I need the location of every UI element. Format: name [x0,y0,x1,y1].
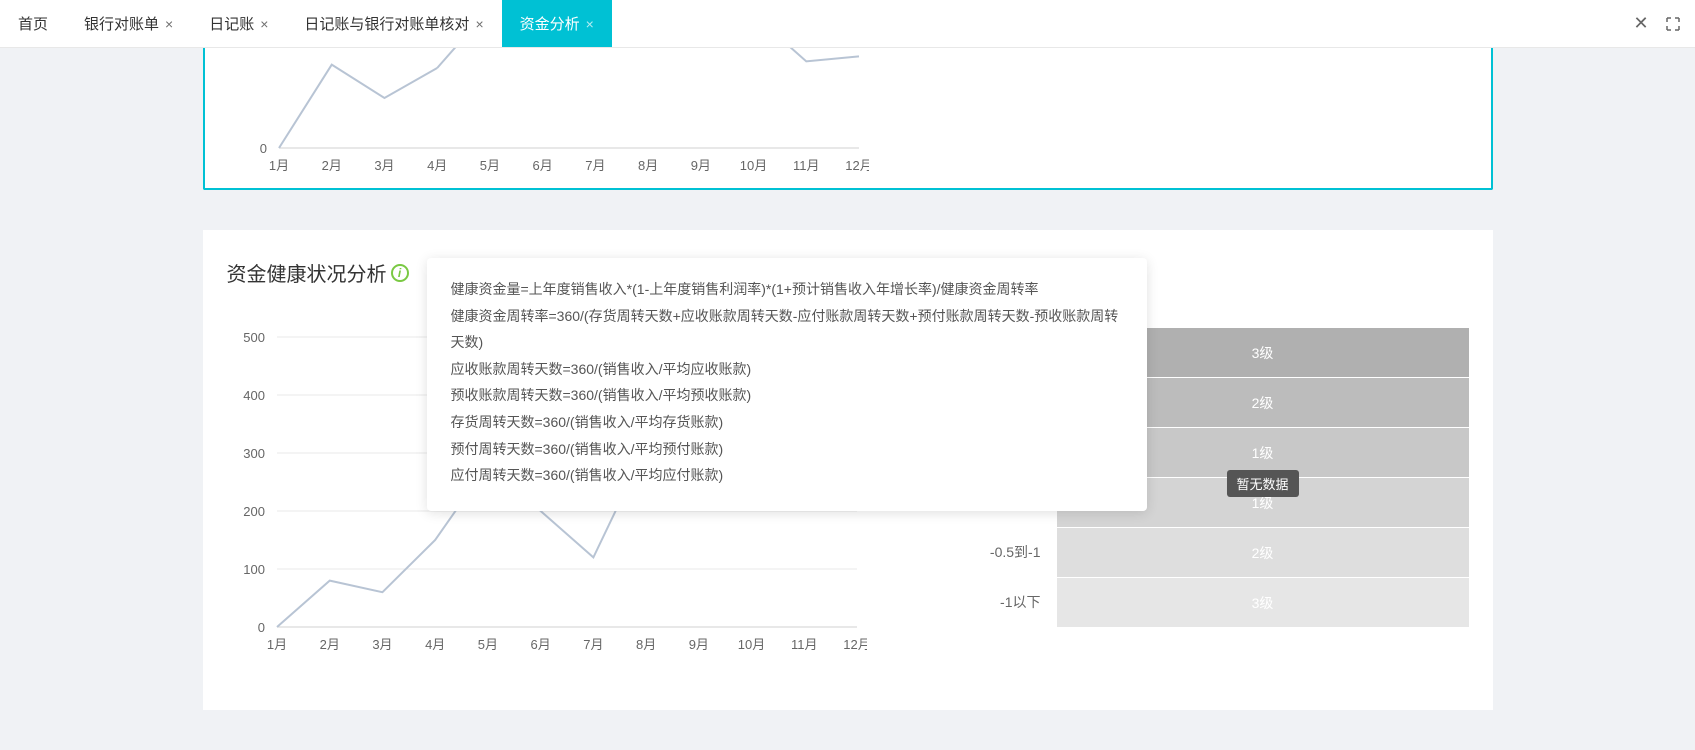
tooltip-line: 存货周转天数=360/(销售收入/平均存货账款) [451,409,1123,436]
svg-text:3月: 3月 [374,158,394,173]
svg-text:9月: 9月 [688,637,708,652]
svg-text:10月: 10月 [737,637,764,652]
tab-close-icon[interactable]: × [260,16,268,32]
tab-4[interactable]: 资金分析 × [502,0,612,47]
svg-text:5月: 5月 [479,158,499,173]
svg-text:200: 200 [243,504,265,519]
svg-text:11月: 11月 [791,637,818,652]
svg-text:4月: 4月 [427,158,447,173]
section-title-text: 资金健康状况分析 [227,258,387,287]
analysis-card: 资金健康状况分析 i 健康资金量=上年度销售收入*(1-上年度销售利润率)*(1… [203,230,1493,710]
info-tooltip: 健康资金量=上年度销售收入*(1-上年度销售利润率)*(1+预计销售收入年增长率… [427,258,1147,511]
tab-close-icon[interactable]: × [475,16,483,32]
tooltip-line: 预付周转天数=360/(销售收入/平均预付账款) [451,436,1123,463]
svg-text:5月: 5月 [477,637,497,652]
svg-text:7月: 7月 [583,637,603,652]
svg-text:11月: 11月 [793,158,820,173]
level-range: -0.5到-1 [907,527,1057,577]
no-data-badge: 暂无数据 [1226,470,1298,497]
tooltip-line: 健康资金周转率=360/(存货周转天数+应收账款周转天数-应付账款周转天数+预付… [451,303,1123,356]
tooltip-line: 健康资金量=上年度销售收入*(1-上年度销售利润率)*(1+预计销售收入年增长率… [451,276,1123,303]
content-area: 01月2月3月4月5月6月7月8月9月10月11月12月 资金健康状况分析 i … [0,48,1695,730]
svg-text:300: 300 [243,446,265,461]
tab-label: 资金分析 [520,13,580,34]
tooltip-line: 应付周转天数=360/(销售收入/平均应付账款) [451,462,1123,489]
svg-text:4月: 4月 [425,637,445,652]
svg-text:10月: 10月 [739,158,766,173]
tab-bar: 首页 银行对账单 × 日记账 × 日记账与银行对账单核对 × 资金分析 × ✕ [0,0,1695,48]
tab-1[interactable]: 银行对账单 × [66,0,191,47]
svg-text:0: 0 [259,141,266,156]
svg-text:7月: 7月 [585,158,605,173]
tooltip-line: 预收账款周转天数=360/(销售收入/平均预收账款) [451,382,1123,409]
top-line-chart: 01月 2月 3月 4月 5月 6月 7月 8月 9月 10月 11月 12月 [229,48,869,178]
svg-text:1月: 1月 [268,158,288,173]
tab-0[interactable]: 首页 [0,0,66,47]
svg-text:0: 0 [257,620,264,635]
svg-text:6月: 6月 [530,637,550,652]
svg-text:2月: 2月 [321,158,341,173]
svg-text:9月: 9月 [690,158,710,173]
svg-text:8月: 8月 [635,637,655,652]
info-icon[interactable]: i [391,264,409,282]
tab-label: 日记账与银行对账单核对 [304,13,469,34]
expand-icon[interactable] [1659,10,1687,38]
svg-text:8月: 8月 [637,158,657,173]
svg-text:12月: 12月 [843,637,867,652]
svg-text:400: 400 [243,388,265,403]
level-grade-cell: 3级 [1057,577,1469,627]
svg-text:3月: 3月 [372,637,392,652]
tab-label: 银行对账单 [84,13,159,34]
svg-text:500: 500 [243,330,265,345]
section-title: 资金健康状况分析 i [227,258,409,287]
tooltip-line: 应收账款周转天数=360/(销售收入/平均应收账款) [451,356,1123,383]
tab-2[interactable]: 日记账 × [191,0,286,47]
level-range: -1以下 [907,577,1057,627]
svg-text:2月: 2月 [319,637,339,652]
tab-3[interactable]: 日记账与银行对账单核对 × [286,0,501,47]
tab-label: 日记账 [209,13,254,34]
svg-text:6月: 6月 [532,158,552,173]
level-grade-cell: 2级 [1057,527,1469,577]
tab-bar-actions: ✕ [1627,0,1687,47]
tab-label: 首页 [18,13,48,34]
tab-close-icon[interactable]: × [165,16,173,32]
top-chart-card: 01月 2月 3月 4月 5月 6月 7月 8月 9月 10月 11月 12月 [203,48,1493,190]
svg-text:1月: 1月 [266,637,286,652]
close-all-icon[interactable]: ✕ [1627,10,1655,38]
svg-text:100: 100 [243,562,265,577]
svg-text:12月: 12月 [845,158,869,173]
tab-close-icon[interactable]: × [586,16,594,32]
